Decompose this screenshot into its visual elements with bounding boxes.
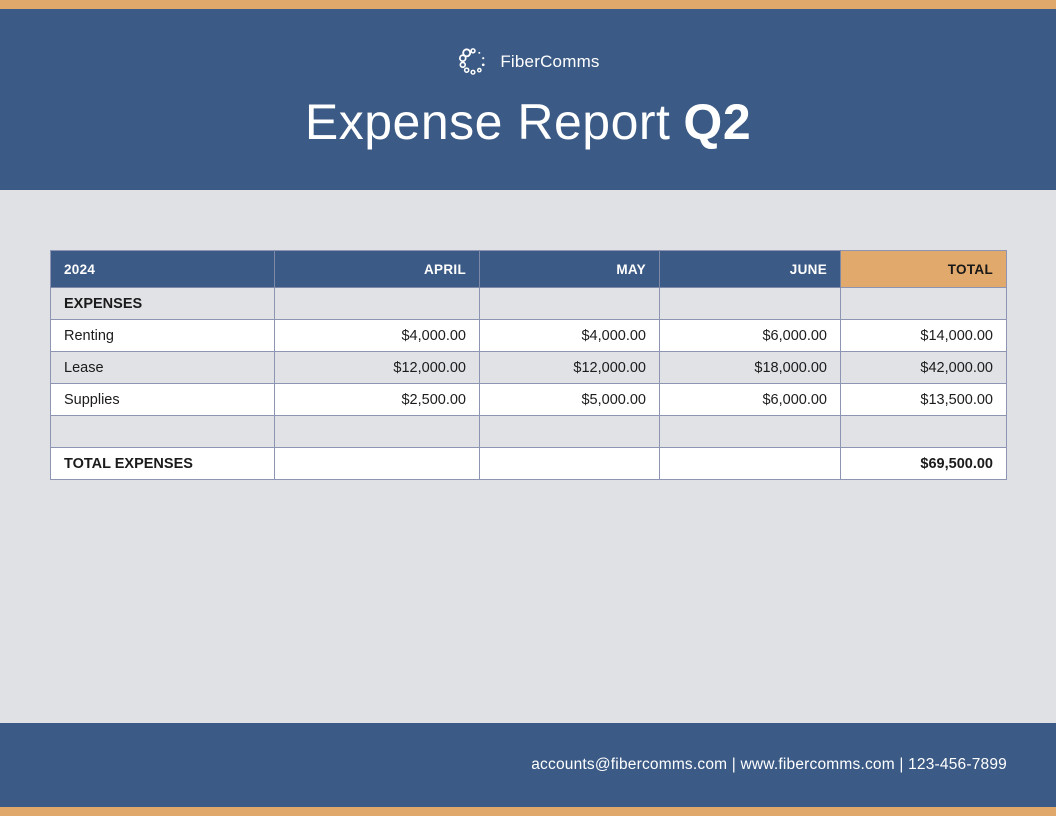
- dots-ring-icon: [456, 43, 490, 80]
- footer-contact-line: accounts@fibercomms.com | www.fibercomms…: [531, 756, 1007, 773]
- cell-total: $13,500.00: [840, 383, 1007, 416]
- cell-april: $2,500.00: [274, 383, 480, 416]
- bottom-accent-bar: [0, 807, 1056, 816]
- empty-cell: [479, 415, 660, 448]
- empty-cell: [274, 287, 480, 320]
- empty-cell: [479, 447, 660, 480]
- column-header-year: 2024: [50, 250, 275, 288]
- empty-cell: [659, 287, 841, 320]
- empty-cell: [659, 447, 841, 480]
- empty-cell: [840, 287, 1007, 320]
- top-accent-bar: [0, 0, 1056, 9]
- cell-june: $6,000.00: [659, 383, 841, 416]
- section-row-expenses: EXPENSES: [50, 287, 1007, 320]
- document-footer: accounts@fibercomms.com | www.fibercomms…: [0, 723, 1056, 807]
- cell-april: $4,000.00: [274, 319, 480, 352]
- table-row-supplies: Supplies $2,500.00 $5,000.00 $6,000.00 $…: [50, 383, 1007, 416]
- empty-cell: [274, 447, 480, 480]
- empty-cell: [50, 415, 275, 448]
- section-label: EXPENSES: [50, 287, 275, 320]
- table-row-lease: Lease $12,000.00 $12,000.00 $18,000.00 $…: [50, 351, 1007, 384]
- table-row-renting: Renting $4,000.00 $4,000.00 $6,000.00 $1…: [50, 319, 1007, 352]
- empty-cell: [479, 287, 660, 320]
- page-title: Expense Report Q2: [305, 93, 751, 151]
- table-header-row: 2024 APRIL MAY JUNE TOTAL: [50, 250, 1007, 288]
- table-row-blank: [50, 415, 1007, 448]
- row-label: Supplies: [50, 383, 275, 416]
- cell-may: $4,000.00: [479, 319, 660, 352]
- cell-total: $42,000.00: [840, 351, 1007, 384]
- column-header-june: JUNE: [659, 250, 841, 288]
- column-header-april: APRIL: [274, 250, 480, 288]
- column-header-total: TOTAL: [840, 250, 1007, 288]
- row-label: Renting: [50, 319, 275, 352]
- document-header: FiberComms Expense Report Q2: [0, 9, 1056, 190]
- cell-june: $6,000.00: [659, 319, 841, 352]
- row-label: Lease: [50, 351, 275, 384]
- cell-may: $12,000.00: [479, 351, 660, 384]
- logo: FiberComms: [456, 43, 599, 80]
- cell-april: $12,000.00: [274, 351, 480, 384]
- empty-cell: [274, 415, 480, 448]
- logo-text: FiberComms: [500, 51, 600, 71]
- page-title-regular: Expense Report: [304, 94, 671, 150]
- total-expenses-value: $69,500.00: [840, 447, 1007, 480]
- empty-cell: [659, 415, 841, 448]
- table-row-total: TOTAL EXPENSES $69,500.00: [50, 447, 1007, 480]
- cell-total: $14,000.00: [840, 319, 1007, 352]
- cell-may: $5,000.00: [479, 383, 660, 416]
- column-header-may: MAY: [479, 250, 660, 288]
- total-row-label: TOTAL EXPENSES: [50, 447, 275, 480]
- cell-june: $18,000.00: [659, 351, 841, 384]
- empty-cell: [840, 415, 1007, 448]
- expense-table: 2024 APRIL MAY JUNE TOTAL EXPENSES Renti…: [50, 250, 1007, 480]
- document-body: 2024 APRIL MAY JUNE TOTAL EXPENSES Renti…: [0, 190, 1056, 723]
- page-title-quarter: Q2: [683, 94, 752, 150]
